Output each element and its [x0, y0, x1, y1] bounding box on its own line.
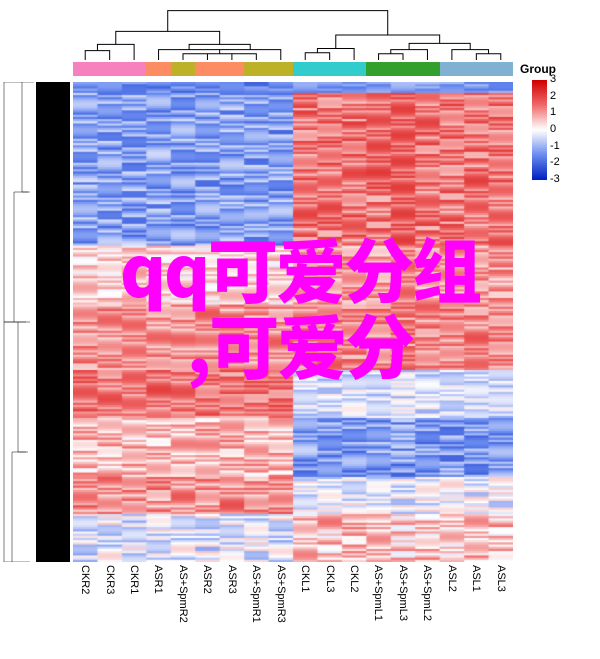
group-seg	[391, 62, 415, 76]
group-seg	[342, 62, 366, 76]
colorbar-tick: -1	[550, 141, 560, 152]
colorbar-ticks: -3-2-10123	[550, 80, 580, 180]
column-label: AS+SpmR2	[177, 565, 188, 623]
group-seg	[220, 62, 244, 76]
x-axis: CKR2 CKR3 CKR1 ASR1 AS+SpmR2 ASR2 ASR3 AS+SpmR1…	[73, 565, 513, 655]
column-label: CKR2	[79, 565, 90, 594]
column-label: AS+SpmR3	[275, 565, 286, 623]
colorbar-tick: 0	[550, 124, 556, 135]
column-dendrogram	[73, 8, 513, 60]
column-label: AS+SpmL3	[397, 565, 408, 621]
group-seg	[195, 62, 219, 76]
column-label: AS+SpmR1	[250, 565, 261, 623]
group-seg	[171, 62, 195, 76]
group-seg	[244, 62, 268, 76]
colorbar-tick: -2	[550, 157, 560, 168]
group-color-bar	[73, 62, 513, 76]
row-dendrogram-dense	[36, 82, 70, 562]
group-seg	[415, 62, 439, 76]
group-seg	[97, 62, 121, 76]
group-seg	[269, 62, 293, 76]
group-seg	[317, 62, 341, 76]
group-seg	[122, 62, 146, 76]
group-seg	[293, 62, 317, 76]
colorbar-tick: -3	[550, 174, 560, 185]
group-seg	[488, 62, 512, 76]
colorbar-tick: 1	[550, 107, 556, 118]
row-dendrogram	[0, 82, 70, 562]
colorbar	[532, 80, 547, 180]
colorbar-tick: 2	[550, 91, 556, 102]
column-label: CKL3	[324, 565, 335, 593]
column-label: ASR2	[201, 565, 212, 594]
column-label: ASR3	[226, 565, 237, 594]
heatmap-body	[73, 82, 513, 562]
column-label: CKL2	[348, 565, 359, 593]
colorbar-tick: 3	[550, 74, 556, 85]
column-label: AS+SpmL2	[421, 565, 432, 621]
column-label: CKR1	[128, 565, 139, 594]
column-label: ASL1	[470, 565, 481, 592]
column-label: ASL2	[446, 565, 457, 592]
group-seg	[146, 62, 170, 76]
heatmap-figure: Group CKR2CKR3CKR1ASR1AS+SpmR2ASR2ASR3AS…	[0, 0, 600, 659]
column-label: AS+SpmL1	[372, 565, 383, 621]
column-label: CKR3	[104, 565, 115, 594]
column-label: CKL1	[299, 565, 310, 593]
column-label: ASR1	[152, 565, 163, 594]
column-label: ASL3	[495, 565, 506, 592]
group-seg	[464, 62, 488, 76]
group-seg	[73, 62, 97, 76]
group-seg	[366, 62, 390, 76]
group-seg	[440, 62, 464, 76]
